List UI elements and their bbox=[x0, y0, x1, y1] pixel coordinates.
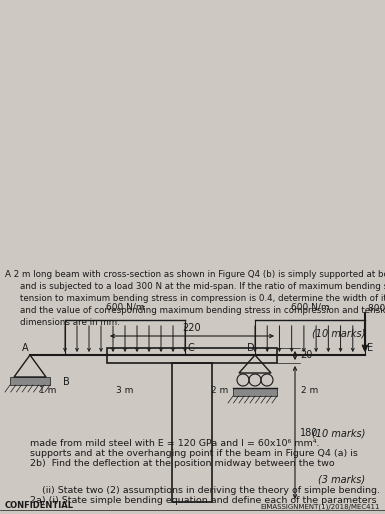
Text: 2 m: 2 m bbox=[301, 386, 319, 395]
Bar bbox=[107, 348, 277, 363]
Text: 600 N/m: 600 N/m bbox=[291, 303, 329, 312]
Text: 20: 20 bbox=[300, 351, 312, 360]
Text: tension to maximum bending stress in compression is 0.4, determine the width of : tension to maximum bending stress in com… bbox=[20, 294, 385, 303]
Text: D: D bbox=[247, 343, 254, 353]
Text: (3 marks): (3 marks) bbox=[318, 475, 365, 485]
Text: supports and at the overhanging point if the beam in Figure Q4 (a) is: supports and at the overhanging point if… bbox=[30, 449, 358, 458]
Text: 2 m: 2 m bbox=[211, 386, 229, 395]
Text: CONFIDENTIAL: CONFIDENTIAL bbox=[5, 501, 74, 510]
Text: and is subjected to a load 300 N at the mid-span. If the ratio of maximum bendin: and is subjected to a load 300 N at the … bbox=[20, 282, 385, 291]
Text: 3 m: 3 m bbox=[116, 386, 134, 395]
Text: 180: 180 bbox=[300, 428, 318, 437]
Text: B: B bbox=[63, 377, 70, 387]
Text: (ii) State two (2) assumptions in deriving the theory of simple bending.: (ii) State two (2) assumptions in derivi… bbox=[30, 486, 380, 495]
Text: made from mild steel with E = 120 GPa and I = 60x10⁶ mm⁴.: made from mild steel with E = 120 GPa an… bbox=[30, 439, 320, 448]
Text: C: C bbox=[187, 343, 194, 353]
Text: 600 N/m: 600 N/m bbox=[106, 303, 144, 312]
Text: EIMASSIGNMENT(1)/2018/MEC411: EIMASSIGNMENT(1)/2018/MEC411 bbox=[261, 504, 380, 510]
Text: 800 N: 800 N bbox=[368, 304, 385, 313]
Text: dimensions are in mm.: dimensions are in mm. bbox=[20, 318, 120, 327]
Text: A: A bbox=[22, 343, 28, 353]
Text: 2a) (i) State simple bending equation and define each of the parameters: 2a) (i) State simple bending equation an… bbox=[30, 496, 377, 505]
Text: 220: 220 bbox=[183, 323, 201, 333]
Text: 1 m: 1 m bbox=[39, 386, 56, 395]
Text: A 2 m long beam with cross-section as shown in Figure Q4 (b) is simply supported: A 2 m long beam with cross-section as sh… bbox=[5, 270, 385, 279]
Bar bbox=[233, 388, 277, 396]
Bar bbox=[10, 377, 50, 385]
Text: (10 marks): (10 marks) bbox=[311, 328, 365, 338]
Text: E: E bbox=[367, 343, 373, 353]
Text: and the value of corresponding maximum bending stress in compression and tension: and the value of corresponding maximum b… bbox=[20, 306, 385, 315]
Bar bbox=[172, 363, 212, 502]
Text: 2b)  Find the deflection at the position midway between the two: 2b) Find the deflection at the position … bbox=[30, 459, 335, 468]
Text: (10 marks): (10 marks) bbox=[311, 428, 365, 438]
